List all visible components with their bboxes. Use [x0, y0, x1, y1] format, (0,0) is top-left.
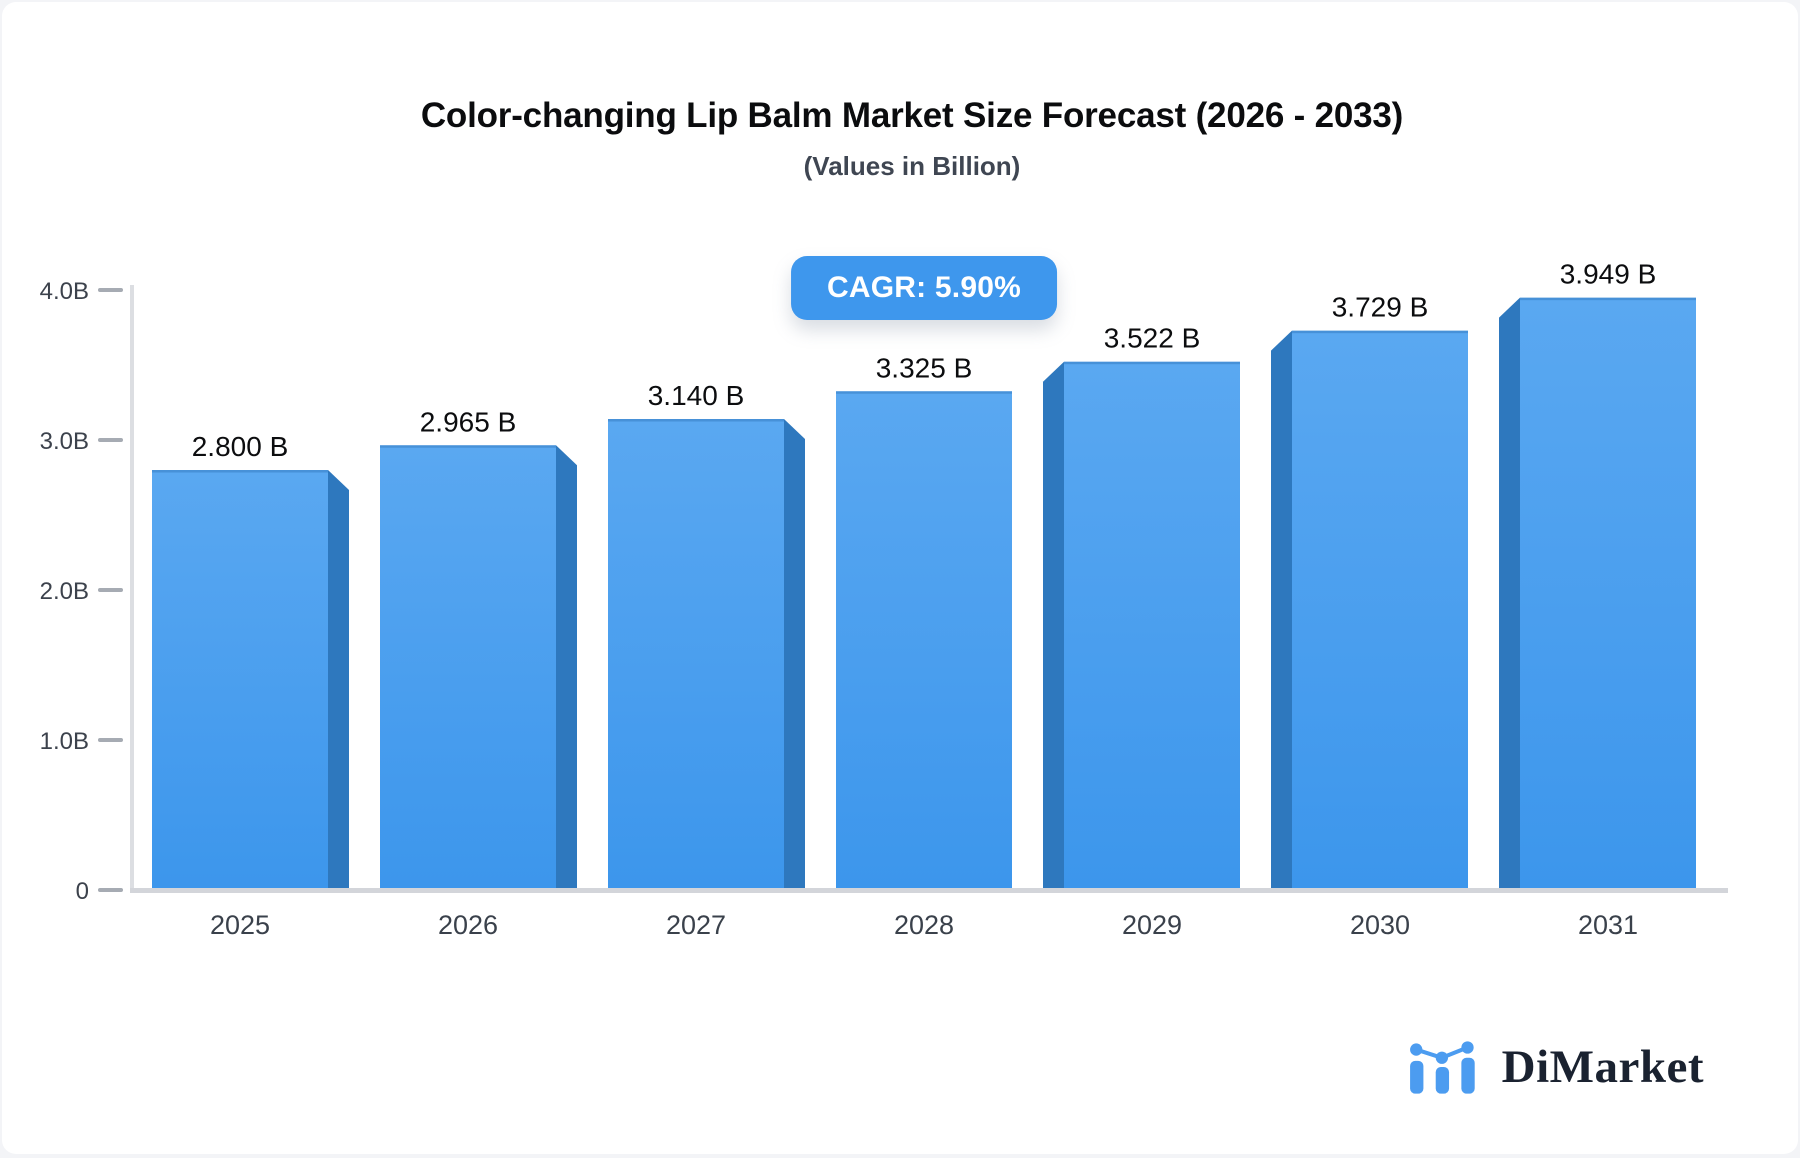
- bar-chart-logo-icon: [1407, 1040, 1487, 1094]
- bar-side-2027: [784, 419, 805, 889]
- bar-2029: [1064, 362, 1240, 890]
- x-label-2026: 2026: [438, 910, 498, 940]
- x-label-2029: 2029: [1122, 910, 1182, 940]
- bar-top-edge-2028: [836, 391, 1012, 394]
- bar-value-2029: 3.522 B: [1104, 323, 1201, 354]
- bar-side-2029: [1043, 362, 1064, 889]
- bar-2028: [836, 391, 1012, 890]
- bar-side-2030: [1271, 331, 1292, 889]
- x-label-2027: 2027: [666, 910, 726, 940]
- y-axis-line: [130, 285, 134, 890]
- bar-side-2025: [328, 470, 349, 889]
- bar-2031: [1520, 298, 1696, 890]
- x-label-2028: 2028: [894, 910, 954, 940]
- y-tick-dash-1.0B: [98, 738, 123, 742]
- y-tick-dash-0: [98, 888, 123, 892]
- bar-value-2026: 2.965 B: [420, 406, 517, 437]
- x-label-2025: 2025: [210, 910, 270, 940]
- bar-side-2031: [1499, 298, 1520, 889]
- x-label-2030: 2030: [1350, 910, 1410, 940]
- bar-2026: [380, 445, 556, 890]
- bar-top-edge-2030: [1292, 331, 1468, 334]
- brand-name: DiMarket: [1502, 1040, 1704, 1094]
- bar-value-2030: 3.729 B: [1332, 292, 1429, 323]
- bar-value-2028: 3.325 B: [876, 352, 973, 383]
- bar-value-2025: 2.800 B: [192, 431, 289, 462]
- bar-value-2031: 3.949 B: [1560, 259, 1657, 290]
- bar-value-2027: 3.140 B: [648, 380, 745, 411]
- y-tick-label-1.0B: 1.0B: [40, 728, 89, 755]
- bar-2027: [608, 419, 784, 890]
- bar-2030: [1292, 331, 1468, 890]
- y-tick-label-3.0B: 3.0B: [40, 428, 89, 455]
- bar-top-edge-2031: [1520, 298, 1696, 301]
- y-tick-label-0: 0: [76, 878, 89, 905]
- y-tick-dash-4.0B: [98, 288, 123, 292]
- bar-top-edge-2025: [152, 470, 328, 473]
- bar-top-edge-2026: [380, 445, 556, 448]
- y-tick-dash-3.0B: [98, 438, 123, 442]
- bar-2025: [152, 470, 328, 890]
- x-axis-line: [130, 888, 1728, 893]
- bar-top-edge-2027: [608, 419, 784, 422]
- y-tick-label-4.0B: 4.0B: [40, 278, 89, 305]
- bar-top-edge-2029: [1064, 362, 1240, 365]
- brand-logo: DiMarket: [1407, 1040, 1704, 1094]
- x-label-2031: 2031: [1578, 910, 1638, 940]
- y-tick-dash-2.0B: [98, 588, 123, 592]
- y-tick-label-2.0B: 2.0B: [40, 578, 89, 605]
- bar-side-2026: [556, 445, 577, 889]
